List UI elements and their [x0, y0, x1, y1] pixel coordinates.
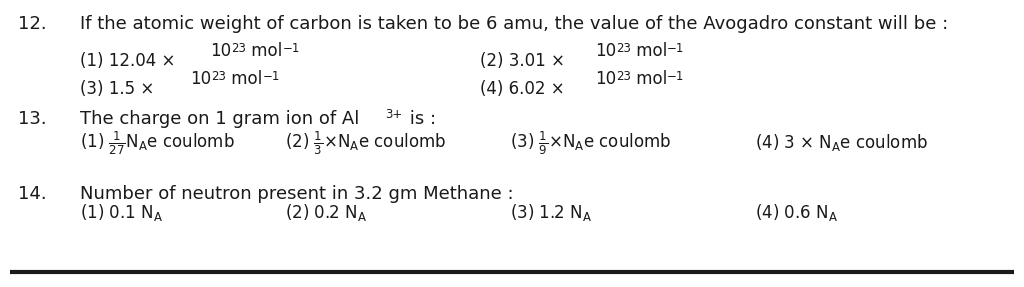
Text: (2) 3.01 ×: (2) 3.01 × — [480, 52, 570, 70]
Text: 10: 10 — [595, 42, 616, 60]
Text: (3) $\frac{1}{9}$$\times$N$_{\rm A}$e coulomb: (3) $\frac{1}{9}$$\times$N$_{\rm A}$e co… — [510, 129, 672, 157]
Text: If the atomic weight of carbon is taken to be 6 amu, the value of the Avogadro c: If the atomic weight of carbon is taken … — [80, 15, 948, 33]
Text: (3) 1.5 ×: (3) 1.5 × — [80, 80, 160, 98]
Text: 23: 23 — [231, 42, 246, 55]
Text: mol: mol — [226, 70, 262, 88]
Text: (3) 1.2 N$_{\rm A}$: (3) 1.2 N$_{\rm A}$ — [510, 202, 592, 223]
Text: −1: −1 — [262, 70, 280, 83]
Text: 12.: 12. — [18, 15, 47, 33]
Text: −1: −1 — [668, 70, 685, 83]
Text: (4) 3 $\times$ N$_{\rm A}$e coulomb: (4) 3 $\times$ N$_{\rm A}$e coulomb — [755, 132, 928, 153]
Text: 14.: 14. — [18, 185, 47, 203]
Text: The charge on 1 gram ion of Al: The charge on 1 gram ion of Al — [80, 110, 359, 128]
Text: 13.: 13. — [18, 110, 47, 128]
Text: mol: mol — [246, 42, 283, 60]
Text: mol: mol — [631, 42, 668, 60]
Text: (2) $\frac{1}{3}$$\times$N$_{\rm A}$e coulomb: (2) $\frac{1}{3}$$\times$N$_{\rm A}$e co… — [285, 129, 446, 157]
Text: (1) $\frac{1}{27}$N$_{\rm A}$e coulomb: (1) $\frac{1}{27}$N$_{\rm A}$e coulomb — [80, 129, 234, 157]
Text: is :: is : — [404, 110, 436, 128]
Text: (4) 0.6 N$_{\rm A}$: (4) 0.6 N$_{\rm A}$ — [755, 202, 838, 223]
Text: 10: 10 — [190, 70, 211, 88]
Text: −1: −1 — [283, 42, 300, 55]
Text: 10: 10 — [210, 42, 231, 60]
Text: 23: 23 — [211, 70, 226, 83]
Text: 23: 23 — [616, 70, 631, 83]
Text: 3+: 3+ — [385, 108, 402, 121]
Text: (2) 0.2 N$_{\rm A}$: (2) 0.2 N$_{\rm A}$ — [285, 202, 368, 223]
Text: (4) 6.02 ×: (4) 6.02 × — [480, 80, 570, 98]
Text: mol: mol — [631, 70, 668, 88]
Text: (1) 0.1 N$_{\rm A}$: (1) 0.1 N$_{\rm A}$ — [80, 202, 163, 223]
Text: (1) 12.04 ×: (1) 12.04 × — [80, 52, 180, 70]
Text: 23: 23 — [616, 42, 631, 55]
Text: 10: 10 — [595, 70, 616, 88]
Text: −1: −1 — [668, 42, 685, 55]
Text: Number of neutron present in 3.2 gm Methane :: Number of neutron present in 3.2 gm Meth… — [80, 185, 514, 203]
